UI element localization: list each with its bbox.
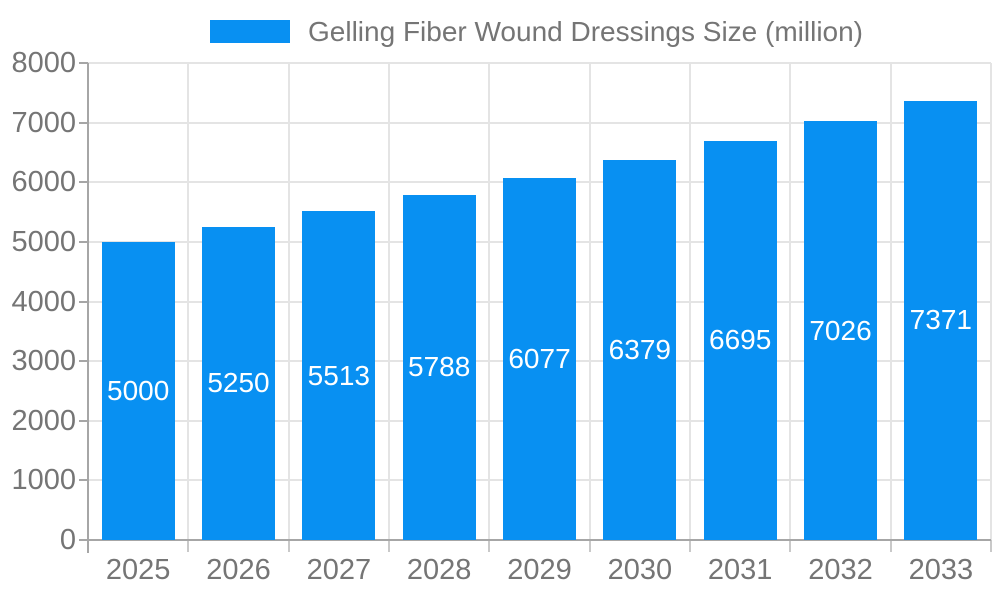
plot-area: 5000 5250 5513 5788 6077 6379 6695 7026 7371 xyxy=(79,62,992,553)
legend-swatch xyxy=(210,20,290,43)
y-tick-label: 0 xyxy=(59,524,76,556)
legend-label: Gelling Fiber Wound Dressings Size (mill… xyxy=(308,15,864,47)
bar-value-label: 7371 xyxy=(909,304,972,336)
bar-value-label: 5513 xyxy=(307,359,370,391)
bar: 6695 xyxy=(703,140,777,540)
bar: 7026 xyxy=(804,121,877,540)
legend: Gelling Fiber Wound Dressings Size (mill… xyxy=(210,16,863,47)
y-tick xyxy=(79,360,88,363)
x-tick xyxy=(889,540,892,552)
x-tick-label: 2028 xyxy=(406,554,472,586)
x-tick xyxy=(588,540,591,552)
v-gridline xyxy=(187,63,190,540)
y-tick xyxy=(79,62,88,64)
h-gridline xyxy=(88,121,991,124)
v-gridline xyxy=(488,63,491,540)
y-tick xyxy=(79,479,88,482)
y-tick-label: 1000 xyxy=(11,464,76,497)
x-axis-line xyxy=(79,539,991,541)
x-tick xyxy=(688,540,691,552)
bar: 5788 xyxy=(402,194,476,540)
v-gridline xyxy=(889,63,892,540)
x-tick-label: 2032 xyxy=(808,554,873,586)
bar-value-label: 6077 xyxy=(508,342,571,374)
y-tick-label: 3000 xyxy=(11,345,76,378)
x-tick xyxy=(287,540,290,552)
x-tick xyxy=(789,540,792,552)
x-tick-label: 2025 xyxy=(105,554,171,586)
v-gridline xyxy=(287,63,290,540)
y-axis-labels: 0 1000 2000 3000 4000 5000 6000 7000 8000 xyxy=(0,0,76,600)
v-gridline xyxy=(387,63,390,540)
y-tick-label: 2000 xyxy=(11,404,76,437)
bar-value-label: 5788 xyxy=(408,351,471,383)
y-tick xyxy=(79,419,88,422)
x-tick xyxy=(187,540,190,552)
x-tick xyxy=(488,540,491,552)
x-tick-label: 2026 xyxy=(206,554,271,586)
y-axis-line xyxy=(87,63,89,553)
y-tick-label: 7000 xyxy=(11,106,76,139)
y-tick-label: 8000 xyxy=(11,47,76,79)
y-tick xyxy=(79,240,88,243)
bar: 5000 xyxy=(101,241,175,540)
x-tick-label: 2033 xyxy=(908,554,974,586)
y-tick xyxy=(79,181,88,184)
x-tick-label: 2030 xyxy=(607,554,673,586)
y-tick xyxy=(79,121,88,124)
x-tick xyxy=(387,540,390,552)
v-gridline xyxy=(990,63,992,540)
bar: 6379 xyxy=(603,159,677,540)
x-axis-labels: 2025 2026 2027 2028 2029 2030 2031 2032 2033 xyxy=(88,553,991,593)
x-tick-label: 2027 xyxy=(306,554,372,586)
bar-value-label: 7026 xyxy=(809,314,872,346)
y-tick-label: 5000 xyxy=(11,225,76,258)
y-tick-label: 4000 xyxy=(11,285,76,318)
x-tick-label: 2031 xyxy=(707,554,773,586)
bar: 5513 xyxy=(302,211,376,540)
x-tick-label: 2029 xyxy=(507,554,572,586)
x-tick xyxy=(990,540,992,552)
h-gridline xyxy=(88,62,991,64)
v-gridline xyxy=(688,63,691,540)
bar: 5250 xyxy=(201,226,275,540)
bar-value-label: 5000 xyxy=(107,374,170,406)
v-gridline xyxy=(789,63,792,540)
bar-value-label: 6379 xyxy=(608,333,671,365)
y-tick-label: 6000 xyxy=(11,166,76,199)
bar: 7371 xyxy=(904,100,978,540)
bar-value-label: 5250 xyxy=(207,367,270,399)
y-tick xyxy=(79,300,88,303)
bar: 6077 xyxy=(503,177,576,540)
bar-value-label: 6695 xyxy=(709,324,772,356)
v-gridline xyxy=(588,63,591,540)
